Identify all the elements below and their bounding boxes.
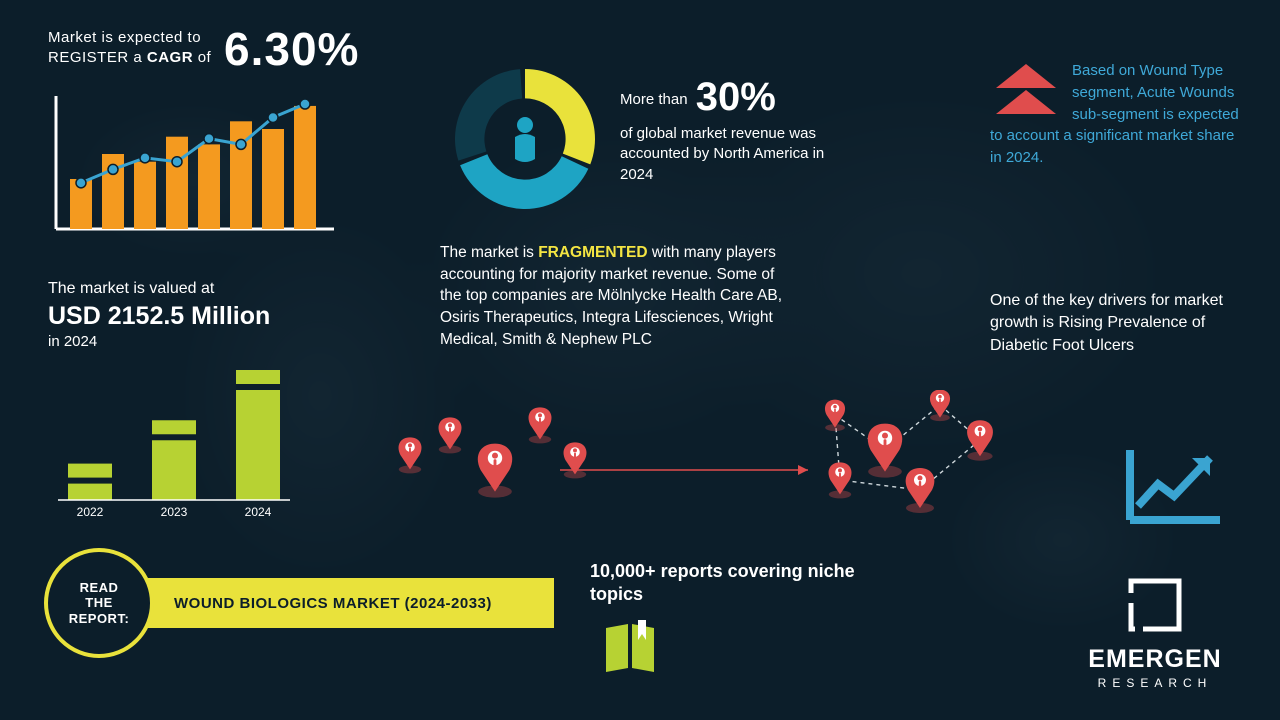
cagr-bar-line-chart (48, 86, 338, 241)
reports-count-block: 10,000+ reports covering niche topics (590, 560, 890, 607)
market-value-block: The market is valued at USD 2152.5 Milli… (48, 280, 348, 350)
growth-line-icon (1120, 440, 1230, 530)
frag-prefix: The market is (440, 244, 538, 261)
read-report-label: READTHEREPORT: (69, 580, 130, 627)
read-report-cta[interactable]: WOUND BIOLOGICS MARKET (2024-2033) READT… (44, 570, 584, 636)
mval-line3: in 2024 (48, 333, 348, 350)
book-icon (600, 618, 660, 678)
donut-text: More than 30% of global market revenue w… (620, 70, 850, 185)
donut-lead: More than (620, 91, 688, 108)
donut-chart (440, 54, 610, 224)
mval-line1: The market is valued at (48, 280, 348, 298)
cagr-block: Market is expected to REGISTER a CAGR of… (48, 28, 388, 67)
growth-bar-chart: 2022 2023 2024 (58, 350, 328, 520)
cagr-line2-prefix: REGISTER a (48, 49, 147, 66)
frag-highlight: FRAGMENTED (538, 244, 647, 261)
consolidation-arrow (560, 460, 820, 462)
wound-type-tile: Based on Wound Type segment, Acute Wound… (990, 60, 1250, 169)
logo-mark (1123, 573, 1187, 637)
donut-body: of global market revenue was accounted b… (620, 125, 824, 183)
fragmented-paragraph: The market is FRAGMENTED with many playe… (440, 242, 800, 350)
logo-sub: RESEARCH (1070, 676, 1240, 690)
svg-text:2024: 2024 (245, 505, 272, 519)
svg-text:2023: 2023 (161, 505, 188, 519)
logo-name: EMERGEN (1070, 645, 1240, 674)
emergen-logo: EMERGEN RESEARCH (1070, 573, 1240, 690)
cagr-line2-suffix: of (193, 49, 211, 66)
cagr-line1: Market is expected to (48, 29, 201, 46)
cagr-value: 6.30% (224, 22, 359, 76)
svg-text:2022: 2022 (77, 505, 104, 519)
cagr-line2-bold: CAGR (147, 49, 193, 66)
report-title-bar: WOUND BIOLOGICS MARKET (2024-2033) (114, 578, 554, 628)
reports-headline: 10,000+ reports covering niche topics (590, 560, 890, 607)
donut-big-value: 30% (696, 70, 776, 124)
key-driver-text: One of the key drivers for market growth… (990, 290, 1230, 357)
read-report-circle: READTHEREPORT: (44, 548, 154, 658)
map-pins-networked (810, 390, 1050, 530)
report-title: WOUND BIOLOGICS MARKET (2024-2033) (174, 595, 492, 612)
mval-line2: USD 2152.5 Million (48, 302, 348, 331)
